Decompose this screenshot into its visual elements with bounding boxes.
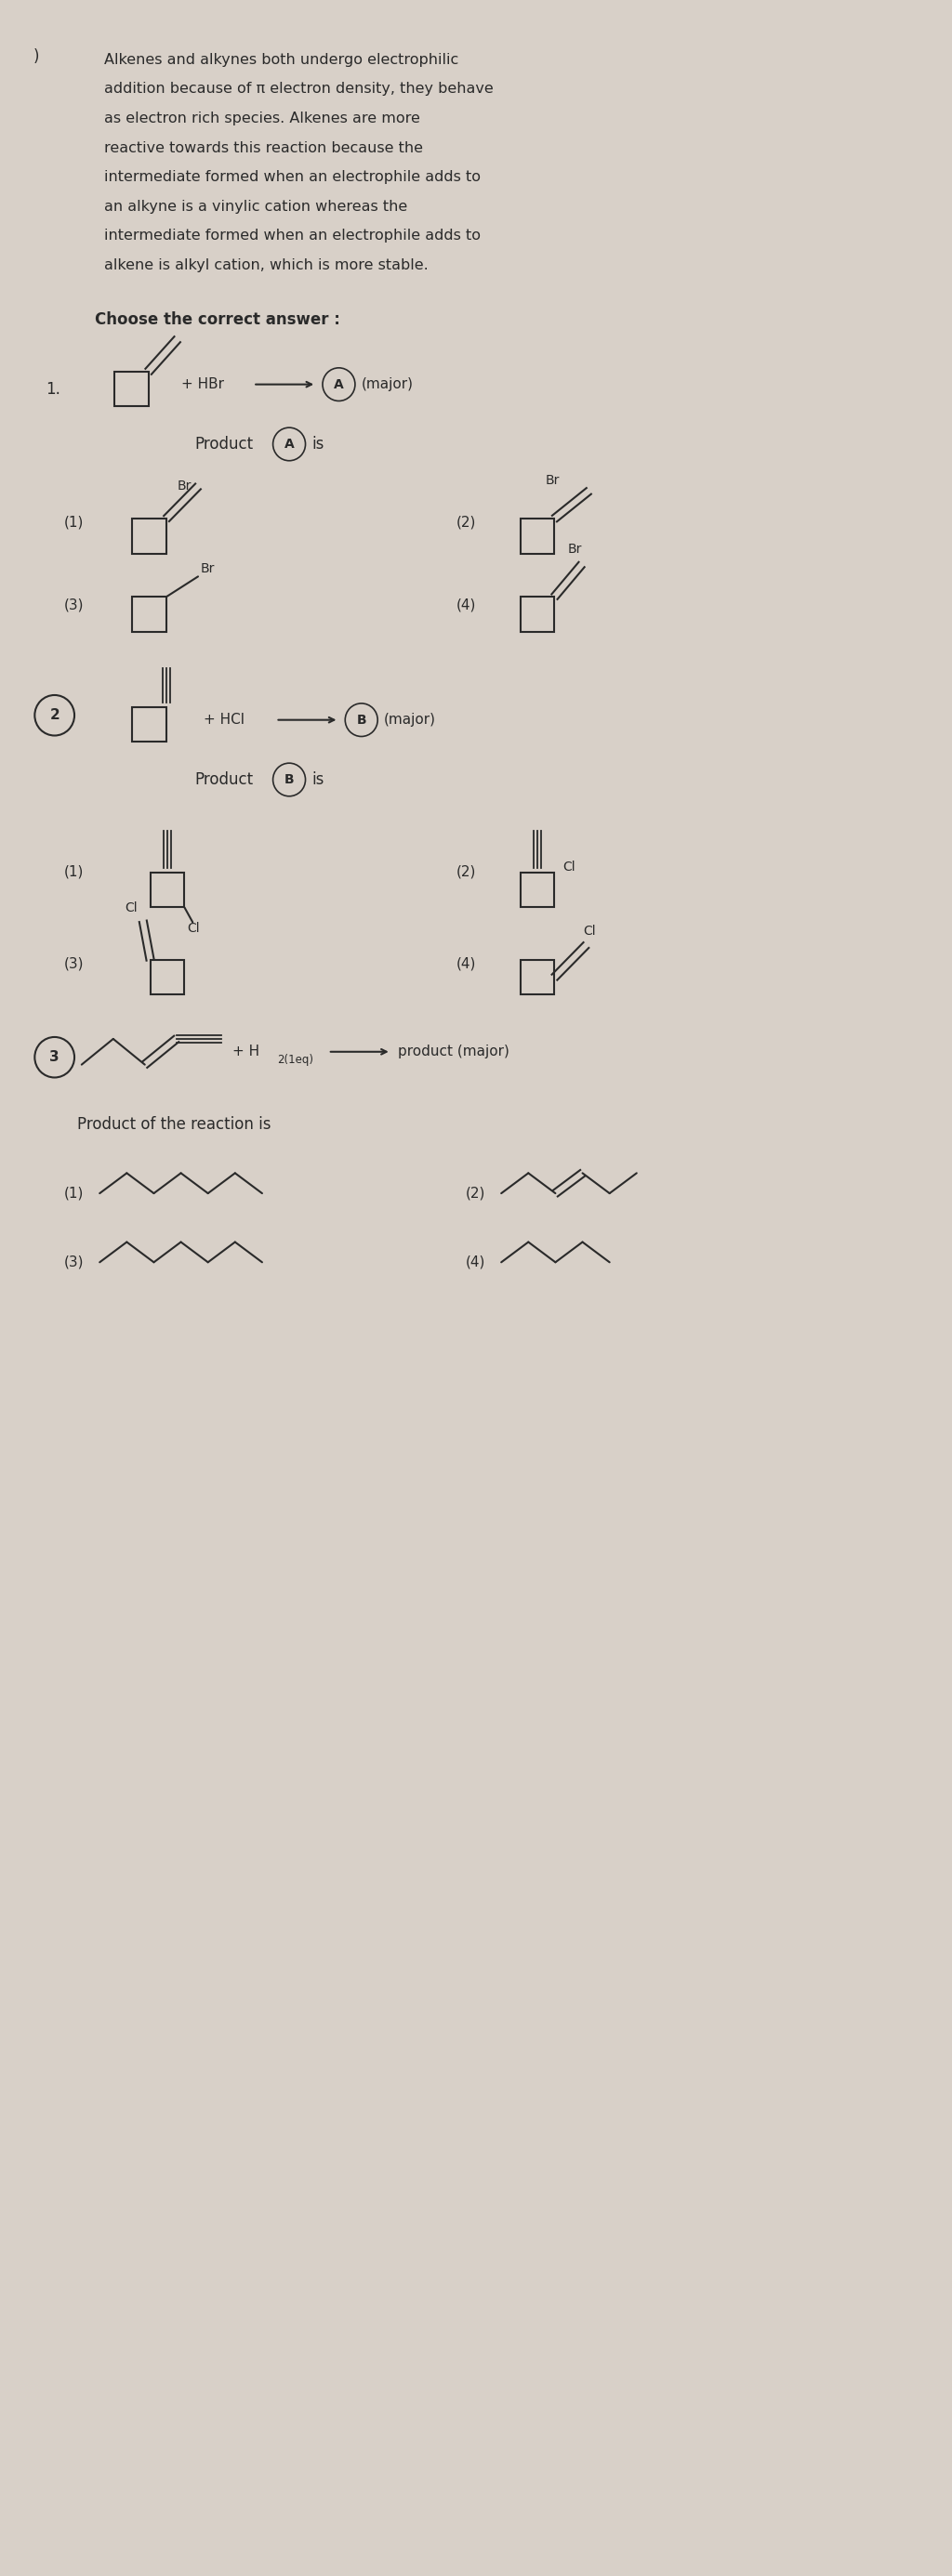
Text: (2): (2) (456, 866, 476, 878)
Text: alkene is alkyl cation, which is more stable.: alkene is alkyl cation, which is more st… (104, 258, 428, 273)
Text: B: B (285, 773, 294, 786)
Text: B: B (356, 714, 367, 726)
Text: ): ) (33, 49, 40, 64)
Text: intermediate formed when an electrophile adds to: intermediate formed when an electrophile… (104, 170, 481, 183)
Text: + HCl: + HCl (204, 714, 245, 726)
Text: (major): (major) (384, 714, 436, 726)
Text: (major): (major) (362, 379, 413, 392)
Text: product (major): product (major) (398, 1046, 509, 1059)
Text: (2): (2) (466, 1188, 485, 1200)
Text: (4): (4) (466, 1255, 485, 1270)
Text: is: is (311, 770, 325, 788)
Text: (1): (1) (64, 1188, 84, 1200)
Text: (4): (4) (456, 956, 476, 971)
Text: (2): (2) (456, 515, 476, 528)
Text: reactive towards this reaction because the: reactive towards this reaction because t… (104, 142, 423, 155)
Text: (4): (4) (456, 598, 476, 613)
Text: 3: 3 (50, 1051, 59, 1064)
Text: addition because of π electron density, they behave: addition because of π electron density, … (104, 82, 493, 95)
Text: + H: + H (232, 1046, 259, 1059)
Text: Cl: Cl (188, 922, 200, 935)
Text: intermediate formed when an electrophile adds to: intermediate formed when an electrophile… (104, 229, 481, 242)
Text: 2: 2 (50, 708, 60, 721)
Text: (1): (1) (64, 866, 84, 878)
Text: Alkenes and alkynes both undergo electrophilic: Alkenes and alkynes both undergo electro… (104, 52, 459, 67)
Text: an alkyne is a vinylic cation whereas the: an alkyne is a vinylic cation whereas th… (104, 198, 407, 214)
Text: Product: Product (194, 435, 253, 453)
Text: Br: Br (545, 474, 560, 487)
Text: 2(1eq): 2(1eq) (277, 1054, 314, 1066)
Text: Product: Product (194, 770, 253, 788)
Text: A: A (285, 438, 294, 451)
Text: (1): (1) (64, 515, 84, 528)
Text: (3): (3) (64, 598, 84, 613)
Text: 1.: 1. (46, 381, 60, 397)
Text: Cl: Cl (584, 925, 596, 938)
Text: Cl: Cl (563, 860, 575, 873)
Text: (3): (3) (64, 1255, 84, 1270)
Text: as electron rich species. Alkenes are more: as electron rich species. Alkenes are mo… (104, 111, 420, 126)
Text: Br: Br (177, 479, 191, 492)
Text: A: A (334, 379, 344, 392)
Text: + HBr: + HBr (181, 379, 224, 392)
Text: Cl: Cl (125, 902, 138, 914)
Text: Br: Br (201, 562, 215, 574)
Text: Br: Br (568, 544, 583, 556)
Text: is: is (311, 435, 325, 453)
Text: Product of the reaction is: Product of the reaction is (77, 1115, 271, 1133)
Text: (3): (3) (64, 956, 84, 971)
Text: Choose the correct answer :: Choose the correct answer : (95, 312, 341, 327)
